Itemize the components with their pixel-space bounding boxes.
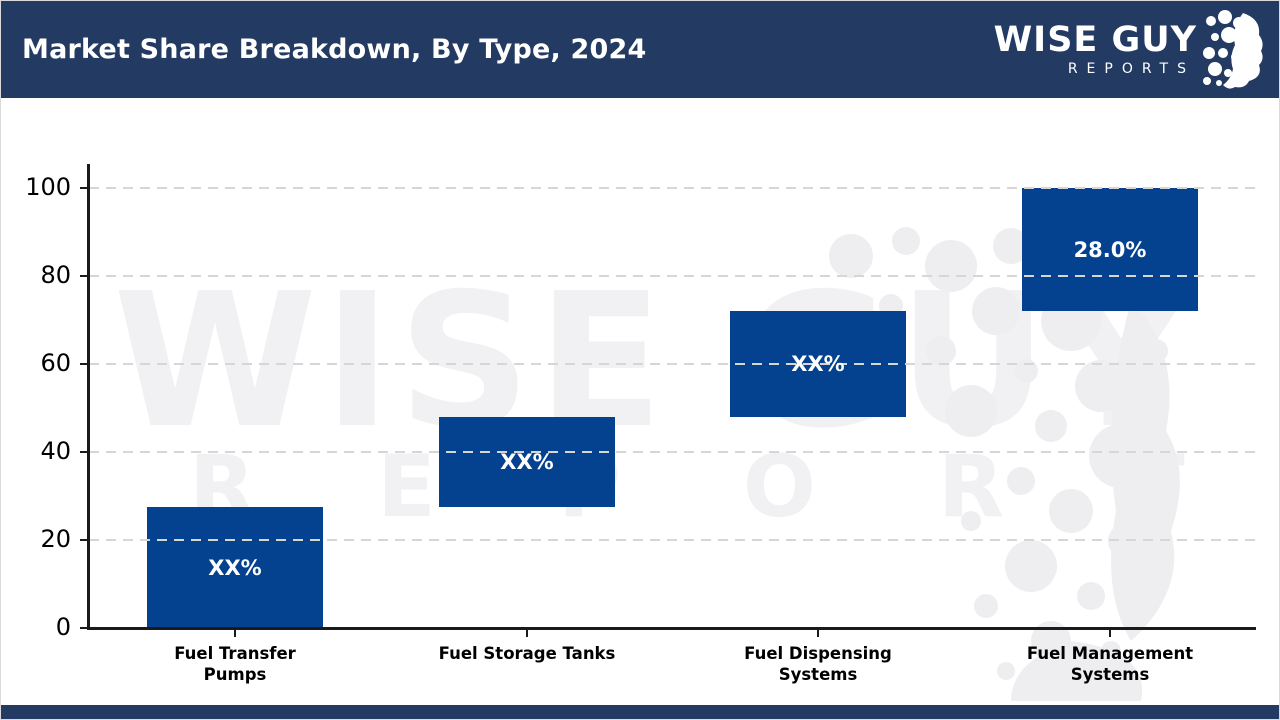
- x-tick-label: Fuel Transfer Pumps: [174, 644, 296, 684]
- watermark-face-dots: [829, 227, 1180, 701]
- y-tick-label: 0: [55, 613, 71, 641]
- y-axis-spine: [87, 164, 90, 630]
- y-tick-label: 80: [40, 261, 71, 289]
- bar-value-label: XX%: [208, 556, 262, 580]
- y-tick-label: 40: [40, 437, 71, 465]
- y-tick-label: 20: [40, 525, 71, 553]
- x-tick-label: Fuel Storage Tanks: [438, 644, 616, 663]
- page-title: Market Share Breakdown, By Type, 2024: [22, 34, 647, 65]
- x-axis-spine: [87, 627, 1256, 630]
- brand-name: WISE GUY: [993, 20, 1197, 60]
- bar-fuel-storage-tanks: [439, 417, 615, 507]
- brand-face-icon: [1203, 9, 1263, 89]
- x-tick-label: Fuel Management Systems: [1026, 644, 1194, 684]
- bar-value-label: 28.0%: [1073, 238, 1147, 262]
- y-tick-label: 60: [40, 349, 71, 377]
- y-tick-label: 100: [25, 173, 71, 201]
- y-tick-mark: [80, 275, 89, 277]
- brand-logo: WISE GUY REPORTS: [993, 9, 1279, 91]
- gridline: [89, 275, 1256, 277]
- gridline: [89, 451, 1256, 453]
- gridline: [89, 187, 1256, 189]
- y-tick-mark: [80, 627, 89, 629]
- y-tick-mark: [80, 451, 89, 453]
- plot-area: XX% Fuel Transfer Pumps XX% Fuel Storage Ta…: [1, 98, 1279, 707]
- bar-value-label: XX%: [791, 352, 845, 376]
- bar-value-label: XX%: [500, 450, 554, 474]
- brand-logo-text: WISE GUY REPORTS: [993, 20, 1197, 77]
- brand-subtitle: REPORTS: [1067, 61, 1195, 77]
- y-tick-mark: [80, 539, 89, 541]
- x-tick-mark: [1109, 628, 1111, 637]
- y-tick-mark: [80, 363, 89, 365]
- gridline: [89, 363, 1256, 365]
- x-tick-mark: [234, 628, 236, 637]
- x-tick-mark: [817, 628, 819, 637]
- bar-fuel-transfer-pumps: [147, 507, 323, 628]
- x-tick-label: Fuel Dispensing Systems: [744, 644, 892, 684]
- y-tick-mark: [80, 187, 89, 189]
- x-tick-mark: [526, 628, 528, 637]
- bar-fuel-management-systems: [1022, 188, 1198, 311]
- gridline: [89, 539, 1256, 541]
- footer-bar: [1, 705, 1279, 719]
- header-bar: Market Share Breakdown, By Type, 2024 WI…: [1, 1, 1279, 98]
